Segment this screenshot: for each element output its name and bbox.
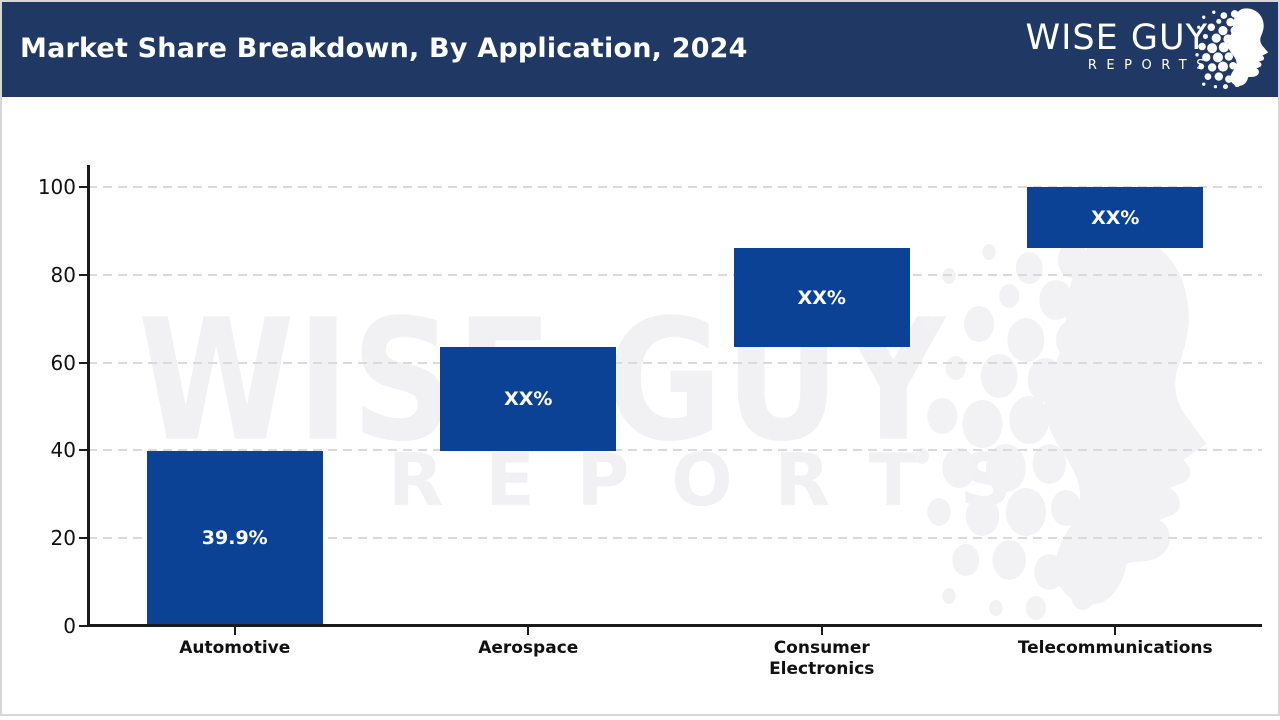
x-tick-label-aerospace: Aerospace — [478, 638, 579, 658]
y-tick-label: 40 — [50, 438, 76, 463]
gridline-y-20 — [88, 537, 1262, 540]
y-tick-mark — [79, 537, 87, 540]
bar-consumer-electronics: XX% — [733, 248, 910, 348]
y-tick-mark — [79, 273, 87, 276]
wiseguy-face-icon — [1195, 8, 1269, 90]
watermark-text-reports: REPORTS — [388, 438, 1054, 522]
gridline-y-40 — [88, 449, 1262, 452]
bar-value-label: XX% — [1091, 206, 1140, 229]
y-tick-mark — [79, 186, 87, 188]
gridline-y-100 — [88, 186, 1262, 188]
y-tick-label: 100 — [37, 175, 76, 199]
x-tick-mark — [1114, 627, 1117, 635]
y-tick-label: 60 — [50, 350, 76, 375]
x-tick-label-consumer-electronics: Consumer Electronics — [769, 638, 875, 679]
bar-telecommunications: XX% — [1027, 187, 1204, 249]
bar-automotive: 39.9% — [146, 450, 323, 626]
logo-text: WISE GUY REPORTS — [1025, 20, 1208, 73]
gridline-y-80 — [88, 273, 1262, 276]
bar-value-label: 39.9% — [201, 527, 268, 550]
y-axis-line — [87, 165, 90, 627]
y-tick-label: 80 — [50, 262, 76, 287]
x-axis-line — [87, 624, 1262, 627]
x-tick-mark — [527, 627, 530, 635]
header-bar: Market Share Breakdown, By Application, … — [0, 0, 1280, 97]
watermark-face-icon — [915, 233, 1207, 620]
y-tick-mark — [79, 361, 87, 364]
x-tick-mark — [820, 627, 823, 635]
x-tick-mark — [233, 627, 236, 635]
logo-name: WISE GUY — [1025, 18, 1208, 58]
bar-aerospace: XX% — [440, 347, 617, 451]
y-tick-mark — [79, 449, 87, 452]
gridline-y-60 — [88, 361, 1262, 364]
logo-subtitle: REPORTS — [1087, 58, 1214, 73]
y-tick-label: 20 — [50, 526, 76, 551]
y-tick-label: 0 — [63, 614, 76, 638]
bar-value-label: XX% — [504, 388, 553, 411]
wiseguy-logo: WISE GUY REPORTS — [1025, 0, 1280, 97]
y-tick-mark — [79, 625, 87, 627]
x-tick-label-telecommunications: Telecommunications — [1017, 638, 1213, 658]
x-tick-label-automotive: Automotive — [179, 638, 291, 658]
bar-value-label: XX% — [797, 286, 846, 309]
page-title: Market Share Breakdown, By Application, … — [20, 33, 748, 64]
